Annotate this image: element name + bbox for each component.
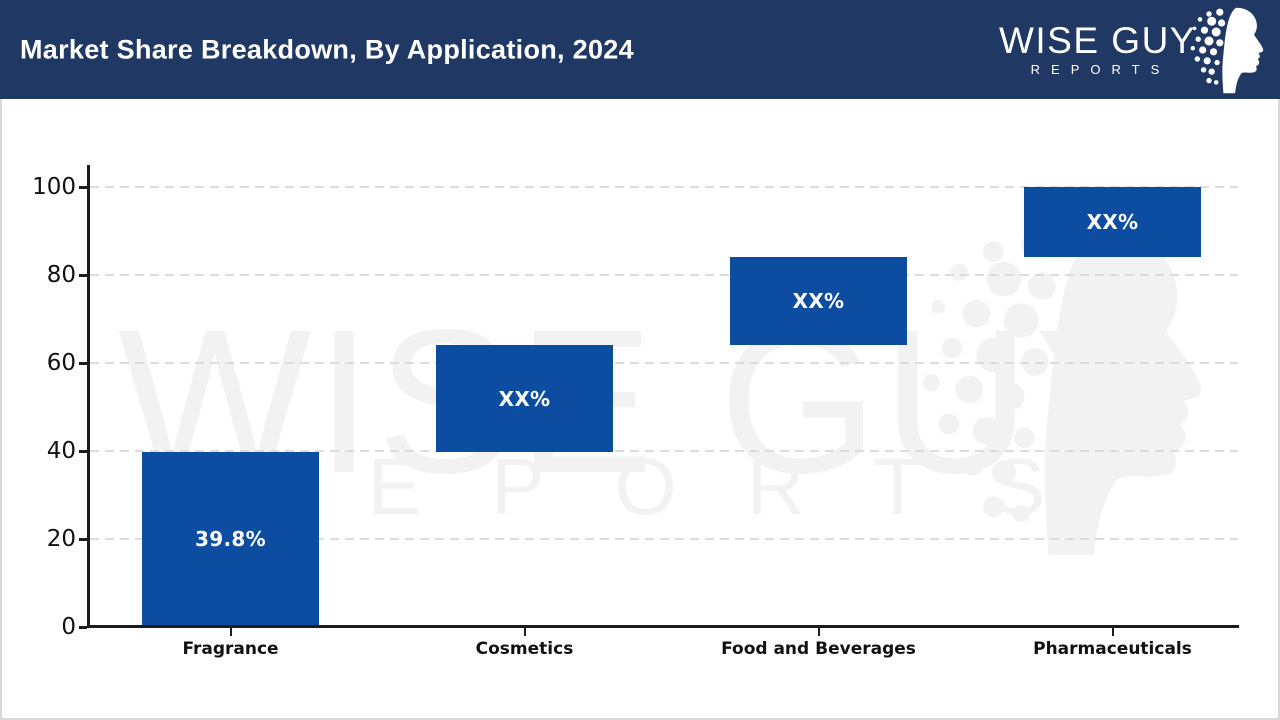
bar-pharmaceuticals: XX% [1024,187,1201,258]
gridline-60 [90,362,1238,364]
bar-value-label: XX% [792,289,845,314]
wiseguy-logo: WISE GUY REPORTS [999,2,1274,97]
y-tick-label: 100 [32,174,76,200]
y-axis-line [87,165,90,627]
y-tick-0 [79,626,87,629]
bar-food-and-beverages: XX% [730,257,907,346]
y-tick-40 [79,450,87,453]
gridline-100 [90,186,1238,188]
header-bar: Market Share Breakdown, By Application, … [0,0,1280,99]
logo-subtitle: REPORTS [1030,61,1171,77]
bar-value-label: 39.8% [195,527,266,552]
watermark-face-icon [922,227,1202,556]
x-tick-4 [1111,628,1114,636]
y-tick-20 [79,538,87,541]
bar-cosmetics: XX% [436,345,613,452]
y-tick-label: 60 [46,350,76,376]
x-category-label: Food and Beverages [721,639,916,659]
y-tick-100 [79,186,87,189]
bar-fragrance: 39.8% [142,451,319,627]
logo-wordmark: WISE GUY [998,20,1196,61]
gridline-40 [90,450,1238,452]
gridline-20 [90,538,1238,540]
chart-area: WISE GUY REPORTS 0 20 40 60 80 100 39.8% Fragra… [0,99,1280,720]
chart-title: Market Share Breakdown, By Application, … [20,34,634,64]
gridline-80 [90,274,1238,276]
bar-value-label: XX% [498,386,551,411]
bar-value-label: XX% [1086,210,1139,235]
x-tick-1 [229,628,232,636]
y-tick-60 [79,362,87,365]
y-tick-label: 20 [46,526,76,552]
watermark-subtitle: REPORTS [240,442,1116,531]
y-tick-label: 40 [46,438,76,464]
y-tick-label: 80 [46,262,76,288]
x-category-label: Pharmaceuticals [1033,639,1192,659]
x-category-label: Cosmetics [475,639,574,659]
x-axis-line [87,625,1239,628]
y-tick-80 [79,274,87,277]
y-tick-label: 0 [61,614,76,640]
x-category-label: Fragrance [182,639,279,659]
x-tick-2 [523,628,526,636]
x-tick-3 [817,628,820,636]
logo-face-icon [1190,7,1264,94]
logo-text: WISE GUY REPORTS [998,20,1196,77]
